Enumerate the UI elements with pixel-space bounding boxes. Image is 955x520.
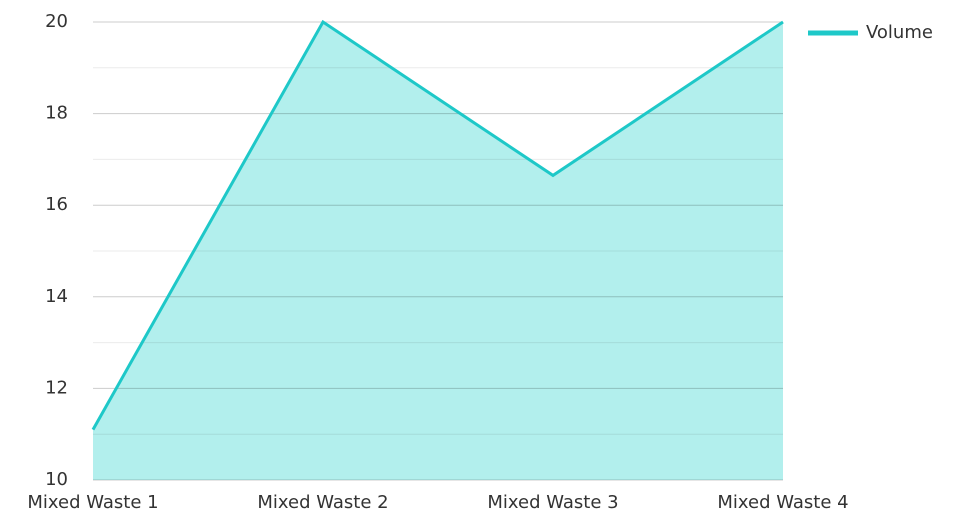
y-tick-label: 18: [45, 103, 68, 124]
area-line: [91, 19, 784, 431]
x-tick-label: Mixed Waste 1: [27, 492, 158, 513]
x-tick-label: Mixed Waste 4: [717, 492, 848, 513]
y-tick-label: 10: [45, 469, 68, 490]
y-tick-label: 14: [45, 286, 68, 307]
legend-label: Volume: [866, 22, 933, 43]
x-tick-label: Mixed Waste 3: [487, 492, 618, 513]
y-tick-label: 20: [45, 11, 68, 32]
y-tick-label: 12: [45, 377, 68, 398]
area-fill: [93, 22, 783, 480]
x-tick-label: Mixed Waste 2: [257, 492, 388, 513]
y-tick-label: 16: [45, 194, 68, 215]
